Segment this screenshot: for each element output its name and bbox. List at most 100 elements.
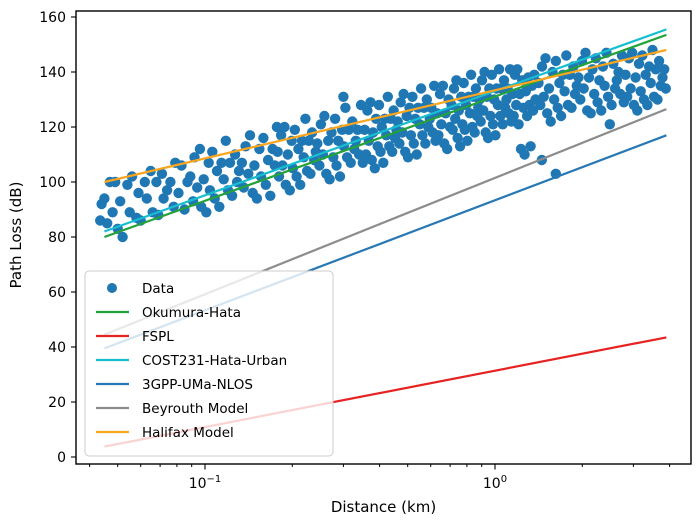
data-point — [513, 119, 524, 130]
legend-marker-data — [107, 283, 117, 293]
data-point — [401, 110, 412, 122]
data-point — [156, 168, 168, 179]
data-point — [550, 55, 562, 67]
data-point — [450, 113, 461, 125]
data-point — [324, 174, 335, 185]
data-point — [589, 88, 600, 100]
data-point — [538, 91, 549, 103]
data-point — [365, 97, 376, 108]
data-point — [141, 193, 152, 204]
data-point — [161, 185, 173, 196]
data-point — [519, 149, 530, 160]
data-point — [279, 121, 290, 133]
data-point — [218, 174, 229, 185]
data-point — [552, 102, 563, 114]
data-point — [408, 138, 419, 149]
data-point — [244, 130, 256, 141]
data-point — [642, 99, 653, 111]
data-point — [151, 176, 162, 188]
y-tick-label: 40 — [48, 340, 66, 356]
data-point — [495, 110, 506, 122]
data-point — [376, 121, 387, 133]
legend-label-beyrouth-model: Beyrouth Model — [142, 401, 248, 417]
data-point — [625, 83, 636, 94]
data-point — [165, 176, 176, 188]
data-point — [357, 157, 368, 168]
data-point — [303, 135, 314, 146]
data-point — [198, 174, 209, 185]
data-point — [478, 105, 489, 116]
data-point — [275, 130, 287, 141]
y-tick-label: 120 — [39, 120, 66, 136]
data-point — [645, 77, 656, 89]
data-point — [395, 97, 406, 108]
data-point — [300, 113, 311, 125]
data-point — [454, 141, 466, 152]
data-point — [512, 64, 523, 75]
data-point — [251, 193, 263, 204]
data-point — [394, 138, 405, 149]
data-point — [216, 157, 227, 168]
data-point — [434, 88, 446, 100]
data-point — [640, 69, 651, 81]
data-point — [566, 102, 577, 114]
data-point — [583, 72, 595, 83]
data-point — [224, 157, 236, 168]
data-point — [536, 61, 548, 72]
data-point — [319, 110, 330, 122]
y-axis-label: Path Loss (dB) — [7, 181, 25, 289]
data-point — [527, 105, 539, 116]
data-point — [258, 132, 269, 144]
data-point — [653, 55, 665, 67]
data-point — [295, 179, 306, 190]
data-point — [498, 75, 510, 86]
data-point — [469, 127, 480, 138]
data-point — [323, 135, 334, 146]
data-point — [107, 207, 118, 218]
data-point — [611, 75, 622, 86]
data-point — [657, 72, 668, 83]
data-point — [635, 86, 646, 97]
data-point — [433, 130, 444, 141]
data-point — [214, 201, 225, 212]
data-point — [630, 72, 641, 83]
data-point — [378, 157, 389, 168]
data-point — [272, 146, 283, 157]
data-point — [417, 130, 428, 141]
data-point — [226, 190, 238, 201]
data-point — [366, 154, 377, 166]
data-point — [158, 193, 169, 204]
y-tick-label: 0 — [57, 450, 66, 466]
model-line-halifax-model — [104, 48, 667, 184]
data-point — [411, 149, 422, 160]
data-point — [260, 179, 271, 190]
data-point — [192, 182, 203, 193]
data-point — [508, 110, 519, 122]
data-point — [243, 168, 254, 179]
data-point — [331, 160, 342, 171]
data-point — [293, 143, 304, 155]
data-point — [343, 124, 354, 135]
data-point — [652, 94, 663, 105]
data-point — [543, 83, 555, 94]
data-point — [470, 83, 482, 94]
data-point — [627, 47, 638, 58]
data-point — [606, 99, 617, 111]
data-point — [329, 113, 341, 125]
data-point — [139, 176, 150, 188]
data-point — [194, 143, 206, 155]
legend-label-halifax-model: Halifax Model — [142, 425, 234, 441]
data-point — [289, 124, 300, 135]
data-point — [486, 69, 497, 81]
data-point — [338, 91, 349, 103]
data-point — [540, 53, 551, 64]
data-point — [334, 171, 346, 182]
data-point — [291, 171, 302, 182]
data-point — [220, 135, 231, 146]
legend-label-cost231-hata-urban: COST231-Hata-Urban — [142, 353, 287, 369]
data-point — [284, 185, 295, 196]
data-point — [211, 165, 223, 177]
y-tick-label: 100 — [39, 175, 66, 191]
data-point — [633, 58, 645, 69]
legend-label-okumura-hata: Okumura-Hata — [142, 305, 241, 321]
